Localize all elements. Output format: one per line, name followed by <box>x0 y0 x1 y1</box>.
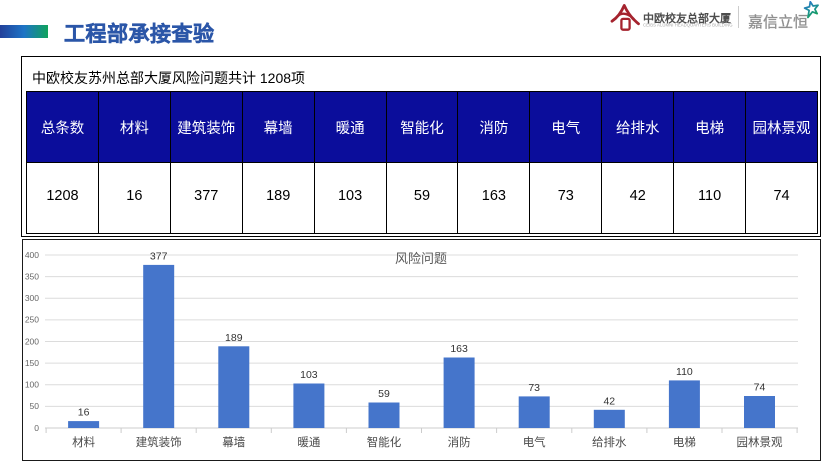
svg-text:材料: 材料 <box>72 435 95 449</box>
svg-text:电气: 电气 <box>523 435 546 449</box>
svg-text:42: 42 <box>603 395 615 407</box>
svg-text:给排水: 给排水 <box>592 435 627 449</box>
svg-text:350: 350 <box>25 271 39 281</box>
svg-text:幕墙: 幕墙 <box>222 435 245 449</box>
svg-text:189: 189 <box>225 332 243 344</box>
svg-text:59: 59 <box>378 388 390 400</box>
svg-text:377: 377 <box>150 250 168 262</box>
svg-text:250: 250 <box>25 315 39 325</box>
svg-text:150: 150 <box>25 358 39 368</box>
svg-text:100: 100 <box>25 380 39 390</box>
svg-text:建筑装饰: 建筑装饰 <box>136 435 182 449</box>
svg-text:103: 103 <box>300 369 318 381</box>
svg-text:300: 300 <box>25 293 39 303</box>
svg-text:0: 0 <box>34 423 39 433</box>
svg-text:电梯: 电梯 <box>673 436 696 449</box>
svg-text:400: 400 <box>25 250 39 260</box>
svg-text:园林景观: 园林景观 <box>737 435 783 449</box>
svg-text:200: 200 <box>25 336 39 346</box>
svg-text:50: 50 <box>30 401 40 411</box>
svg-text:暖通: 暖通 <box>297 436 320 449</box>
svg-text:16: 16 <box>78 407 90 419</box>
svg-text:163: 163 <box>450 343 468 355</box>
svg-text:73: 73 <box>528 382 540 394</box>
svg-text:消防: 消防 <box>448 435 471 449</box>
svg-text:智能化: 智能化 <box>367 435 402 449</box>
svg-text:110: 110 <box>676 366 693 378</box>
svg-text:风险问题: 风险问题 <box>395 251 447 266</box>
svg-text:74: 74 <box>754 382 766 394</box>
